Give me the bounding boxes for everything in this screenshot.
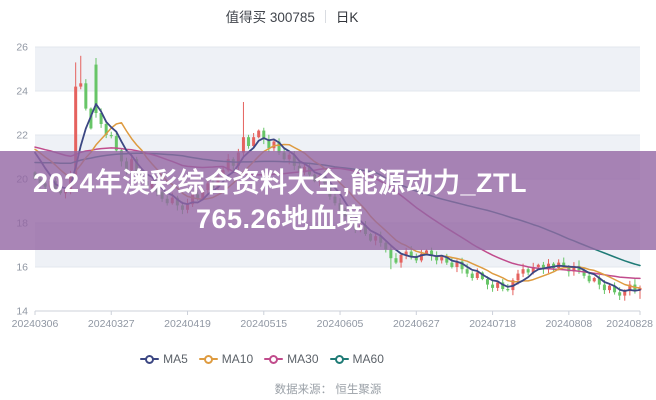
legend-label: MA5 [163,352,188,366]
data-source-note: 数据来源： 恒生聚源 [274,384,382,396]
banner-text-line2: 765.26地血境 [195,203,365,234]
period-tab-daily-k[interactable]: 日K [335,10,359,25]
x-axis-label: 20240419 [164,318,211,330]
legend: MA5 MA10 MA30 MA60 [0,350,656,368]
y-axis-label: 22 [16,130,28,142]
ma5-line-marker-icon [140,354,160,364]
x-axis-label: 20240306 [12,318,59,330]
ma60-line-marker-icon [329,354,349,364]
x-axis-label: 20240808 [545,318,592,330]
legend-item-ma30[interactable]: MA30 [264,352,319,366]
y-axis-label: 16 [16,262,28,274]
x-axis: 20240306 20240327 20240419 20240515 20240605… [12,310,653,330]
x-axis-label: 20240515 [240,318,287,330]
x-axis-label: 20240605 [317,318,364,330]
header-divider [324,9,326,23]
banner-text-line1: 2024年澳彩综合资料大全,能源动力_ZTL [32,167,528,198]
y-axis-label: 24 [16,86,28,98]
overlay-banner: 2024年澳彩综合资料大全,能源动力_ZTL 765.26地血境 [0,151,656,250]
y-axis-label: 26 [16,42,28,54]
y-axis-label: 14 [16,306,28,318]
legend-label: MA10 [221,352,254,366]
legend-label: MA30 [287,352,319,366]
legend-label: MA60 [352,352,384,366]
x-axis-label: 20240828 [606,318,653,330]
legend-item-ma60[interactable]: MA60 [329,352,384,366]
legend-item-ma5[interactable]: MA5 [140,352,188,366]
legend-item-ma10[interactable]: MA10 [198,352,254,366]
x-axis-label: 20240627 [393,318,440,330]
stock-title: 值得买 300785 [225,10,315,25]
chart-header: 值得买 300785 日K [0,0,656,32]
x-axis-label: 20240327 [88,318,135,330]
x-axis-label: 20240718 [469,318,516,330]
ma30-line-marker-icon [264,354,284,364]
ma10-line-marker-icon [198,354,218,364]
